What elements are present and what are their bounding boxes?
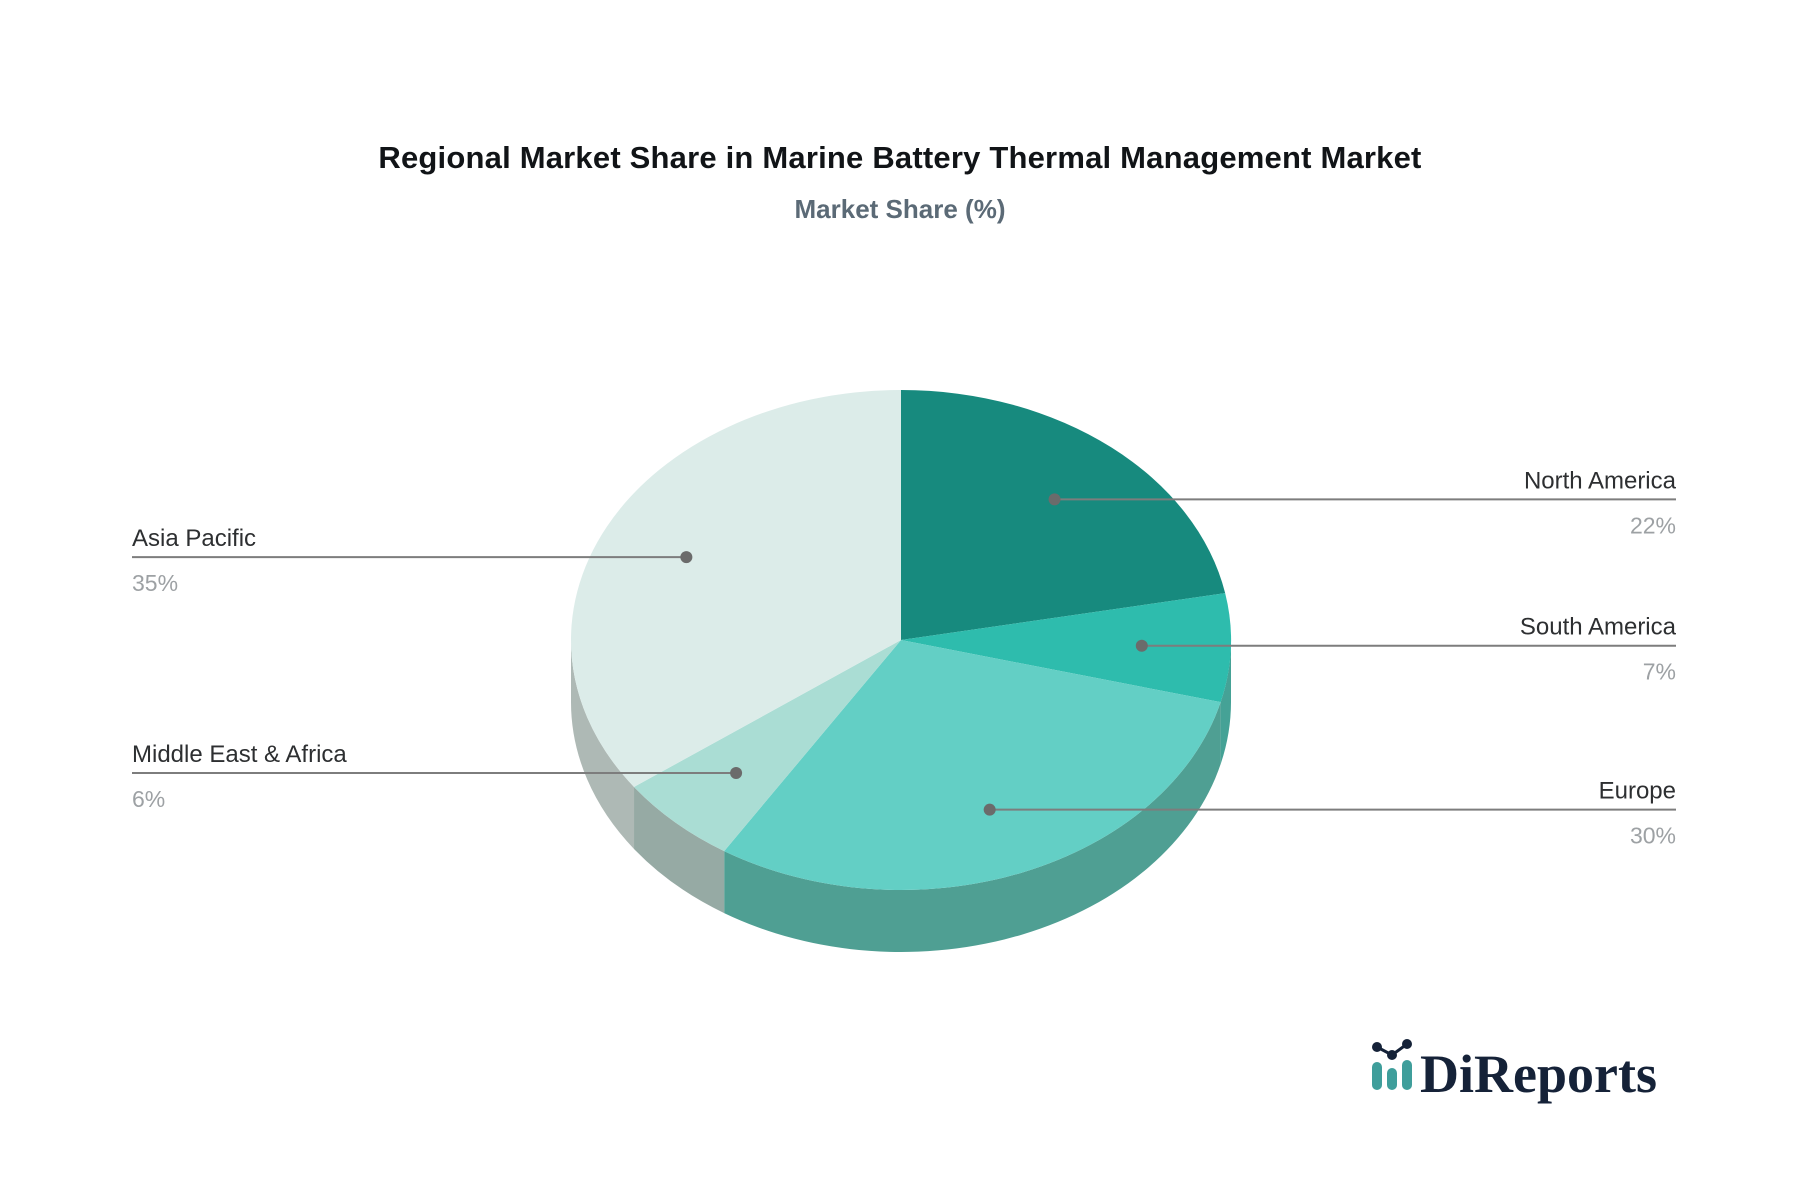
leader-dot-south-america — [1135, 639, 1148, 652]
direports-logo: DiReports — [1372, 1039, 1657, 1104]
slice-value-north-america: 22% — [1630, 512, 1676, 538]
pie-slice-asia-pacific[interactable] — [571, 390, 901, 787]
slice-label-south-america: South America — [1520, 614, 1677, 641]
leader-dot-asia-pacific — [680, 551, 693, 564]
logo-text: DiReports — [1420, 1044, 1657, 1104]
pie-slice-side-europe — [724, 702, 1221, 952]
slice-value-south-america: 7% — [1643, 659, 1676, 685]
pie-slice-south-america[interactable] — [901, 593, 1231, 703]
chart-title: Regional Market Share in Marine Battery … — [378, 140, 1422, 175]
pie-slice-europe[interactable] — [724, 640, 1221, 891]
pie-slice-north-america[interactable] — [901, 390, 1226, 640]
leader-dot-europe — [983, 803, 996, 816]
pie-slice-side-asia-pacific — [571, 640, 635, 849]
slice-label-europe: Europe — [1599, 778, 1676, 805]
pie-slice-middle-east-africa[interactable] — [634, 640, 901, 852]
leader-dot-north-america — [1048, 493, 1061, 506]
slice-value-europe: 30% — [1630, 823, 1676, 849]
pie-slice-side-middle-east-africa — [634, 786, 725, 914]
slice-label-asia-pacific: Asia Pacific — [132, 525, 256, 552]
slice-label-north-america: North America — [1524, 467, 1677, 494]
slice-value-middle-east-africa: 6% — [132, 786, 165, 812]
pie-slice-side-south-america — [1220, 640, 1231, 765]
leader-dot-middle-east-africa — [730, 767, 743, 780]
chart-subtitle: Market Share (%) — [794, 194, 1006, 224]
slice-label-middle-east-africa: Middle East & Africa — [132, 741, 347, 768]
bar-chart-icon — [1372, 1039, 1412, 1090]
slice-value-asia-pacific: 35% — [132, 570, 178, 596]
